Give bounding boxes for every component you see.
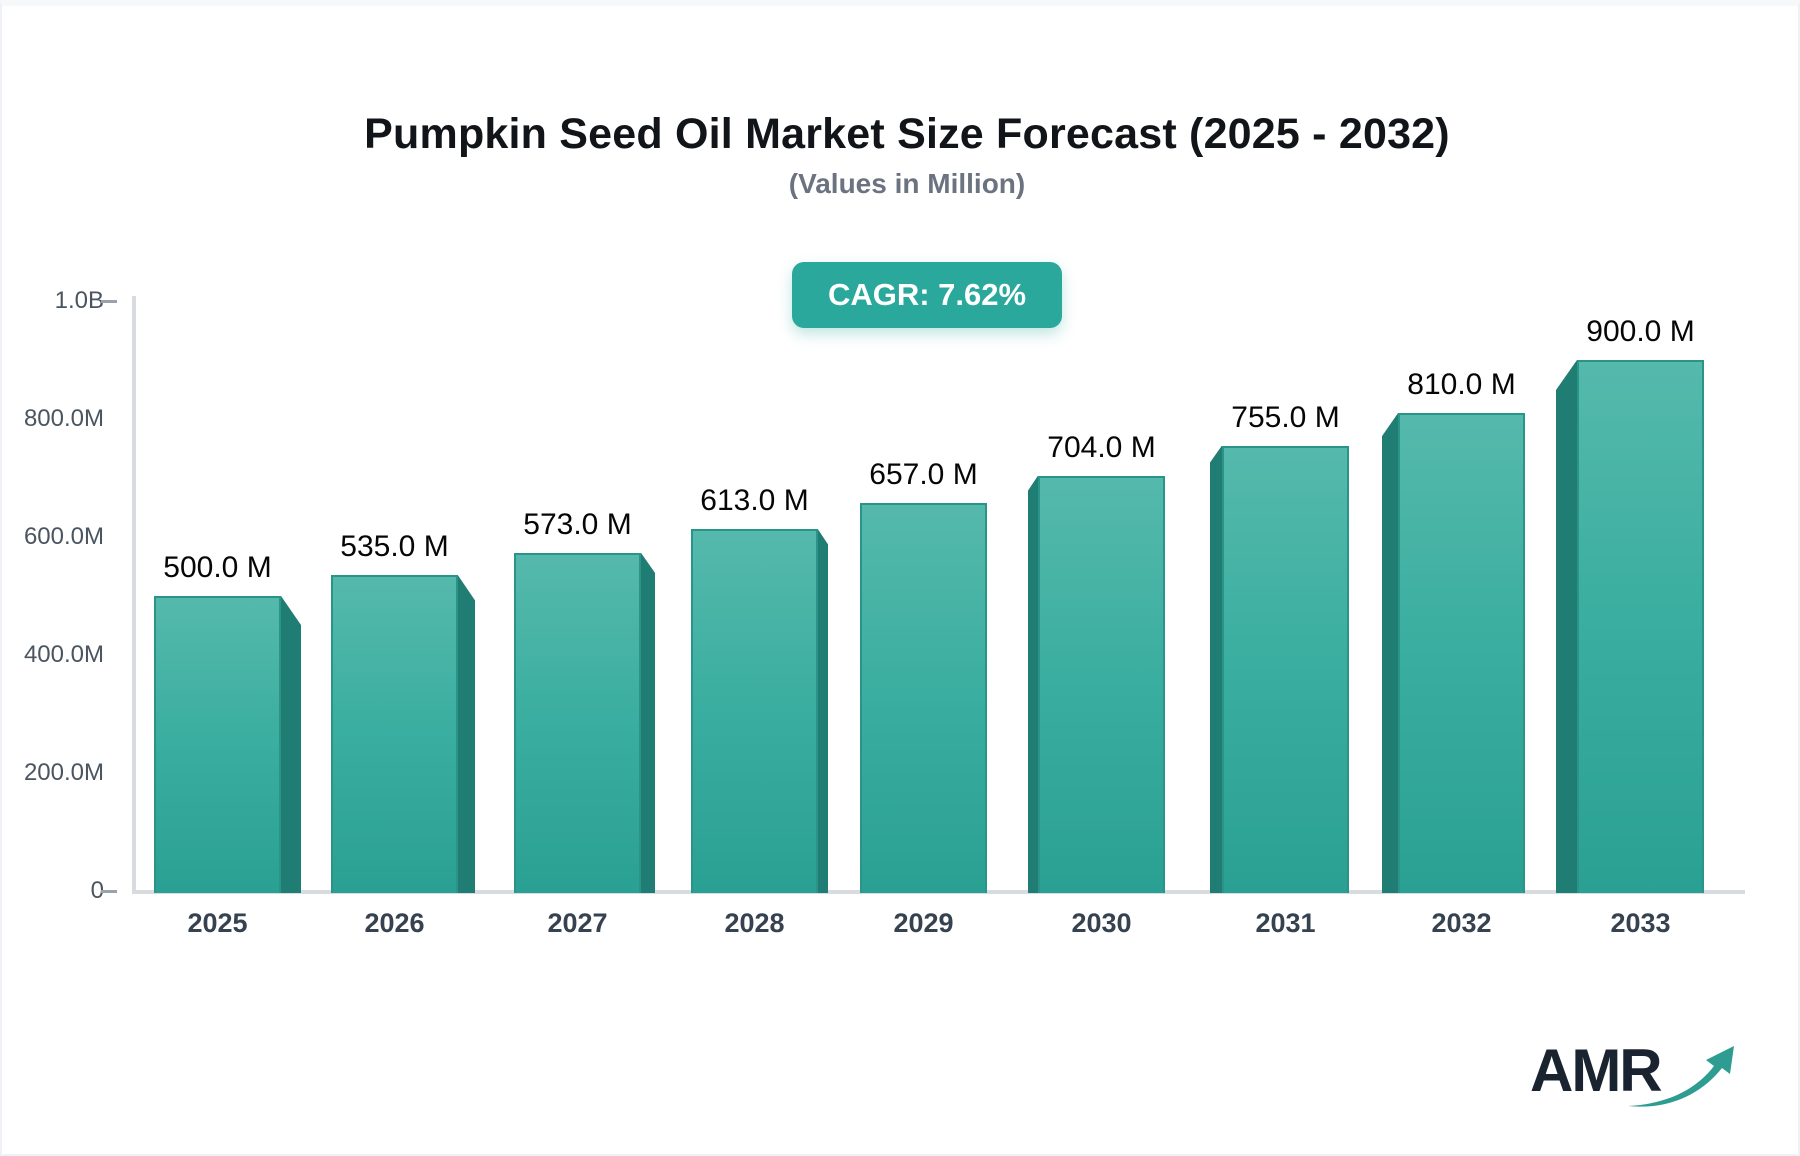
bar-value-label-2032: 810.0 M <box>1407 368 1516 402</box>
bar-2031 <box>1222 445 1349 893</box>
bar-3d-side-2025 <box>281 596 301 893</box>
amr-logo: AMR <box>1530 1028 1734 1138</box>
y-axis-tick-label: 400.0M <box>23 641 104 668</box>
y-axis-tick-label: 200.0M <box>23 759 104 786</box>
y-axis-tick-mark <box>101 300 117 303</box>
y-axis-line <box>132 296 136 893</box>
bar-value-label-2030: 704.0 M <box>1047 430 1156 464</box>
y-axis-tick-label: 600.0M <box>23 523 104 550</box>
bar-3d-side-2026 <box>458 575 475 893</box>
bar-value-label-2029: 657.0 M <box>869 458 978 492</box>
bar-3d-side-2030 <box>1028 475 1038 893</box>
bar-2032 <box>1398 413 1525 893</box>
bar-2033 <box>1577 360 1704 893</box>
cagr-badge: CAGR: 7.62% <box>792 262 1062 328</box>
bar-2028 <box>691 529 818 893</box>
bar-value-label-2028: 613.0 M <box>700 484 809 518</box>
x-axis-label-2027: 2027 <box>547 908 608 938</box>
bar-2026 <box>331 575 458 893</box>
bar-3d-side-2033 <box>1556 360 1577 893</box>
y-axis-tick-mark <box>101 890 117 893</box>
chart-subtitle: (Values in Million) <box>788 168 1026 199</box>
x-axis-label-2029: 2029 <box>893 908 954 938</box>
x-axis-label-2033: 2033 <box>1610 908 1671 938</box>
growth-arrow-icon <box>1628 1046 1734 1107</box>
x-axis-label-2032: 2032 <box>1431 908 1492 938</box>
y-axis-tick-label: 0 <box>90 877 104 904</box>
bar-value-label-2031: 755.0 M <box>1231 400 1340 434</box>
x-axis-label-2030: 2030 <box>1071 908 1132 938</box>
amr-logo-text: AMR <box>1530 1037 1663 1104</box>
bar-3d-side-2031 <box>1210 445 1222 893</box>
bar-value-label-2026: 535.0 M <box>340 530 449 564</box>
bar-2030 <box>1038 475 1165 893</box>
bar-2029 <box>860 503 987 893</box>
x-axis-label-2025: 2025 <box>187 908 248 938</box>
bar-value-label-2033: 900.0 M <box>1586 315 1695 348</box>
bar-value-label-2025: 500.0 M <box>163 551 272 584</box>
chart-title: Pumpkin Seed Oil Market Size Forecast (2… <box>364 110 1450 158</box>
bar-3d-side-2027 <box>641 552 655 893</box>
y-axis-tick-label: 1.0B <box>54 287 104 314</box>
y-axis-tick-label: 800.0M <box>23 405 104 432</box>
bar-3d-side-2032 <box>1382 413 1398 893</box>
bar-value-label-2027: 573.0 M <box>523 507 632 541</box>
x-axis-label-2031: 2031 <box>1255 908 1316 938</box>
x-axis-label-2026: 2026 <box>364 908 425 938</box>
bar-3d-side-2028 <box>818 529 828 893</box>
bar-2027 <box>514 552 641 893</box>
bar-2025 <box>154 596 281 893</box>
x-axis-label-2028: 2028 <box>724 908 785 938</box>
